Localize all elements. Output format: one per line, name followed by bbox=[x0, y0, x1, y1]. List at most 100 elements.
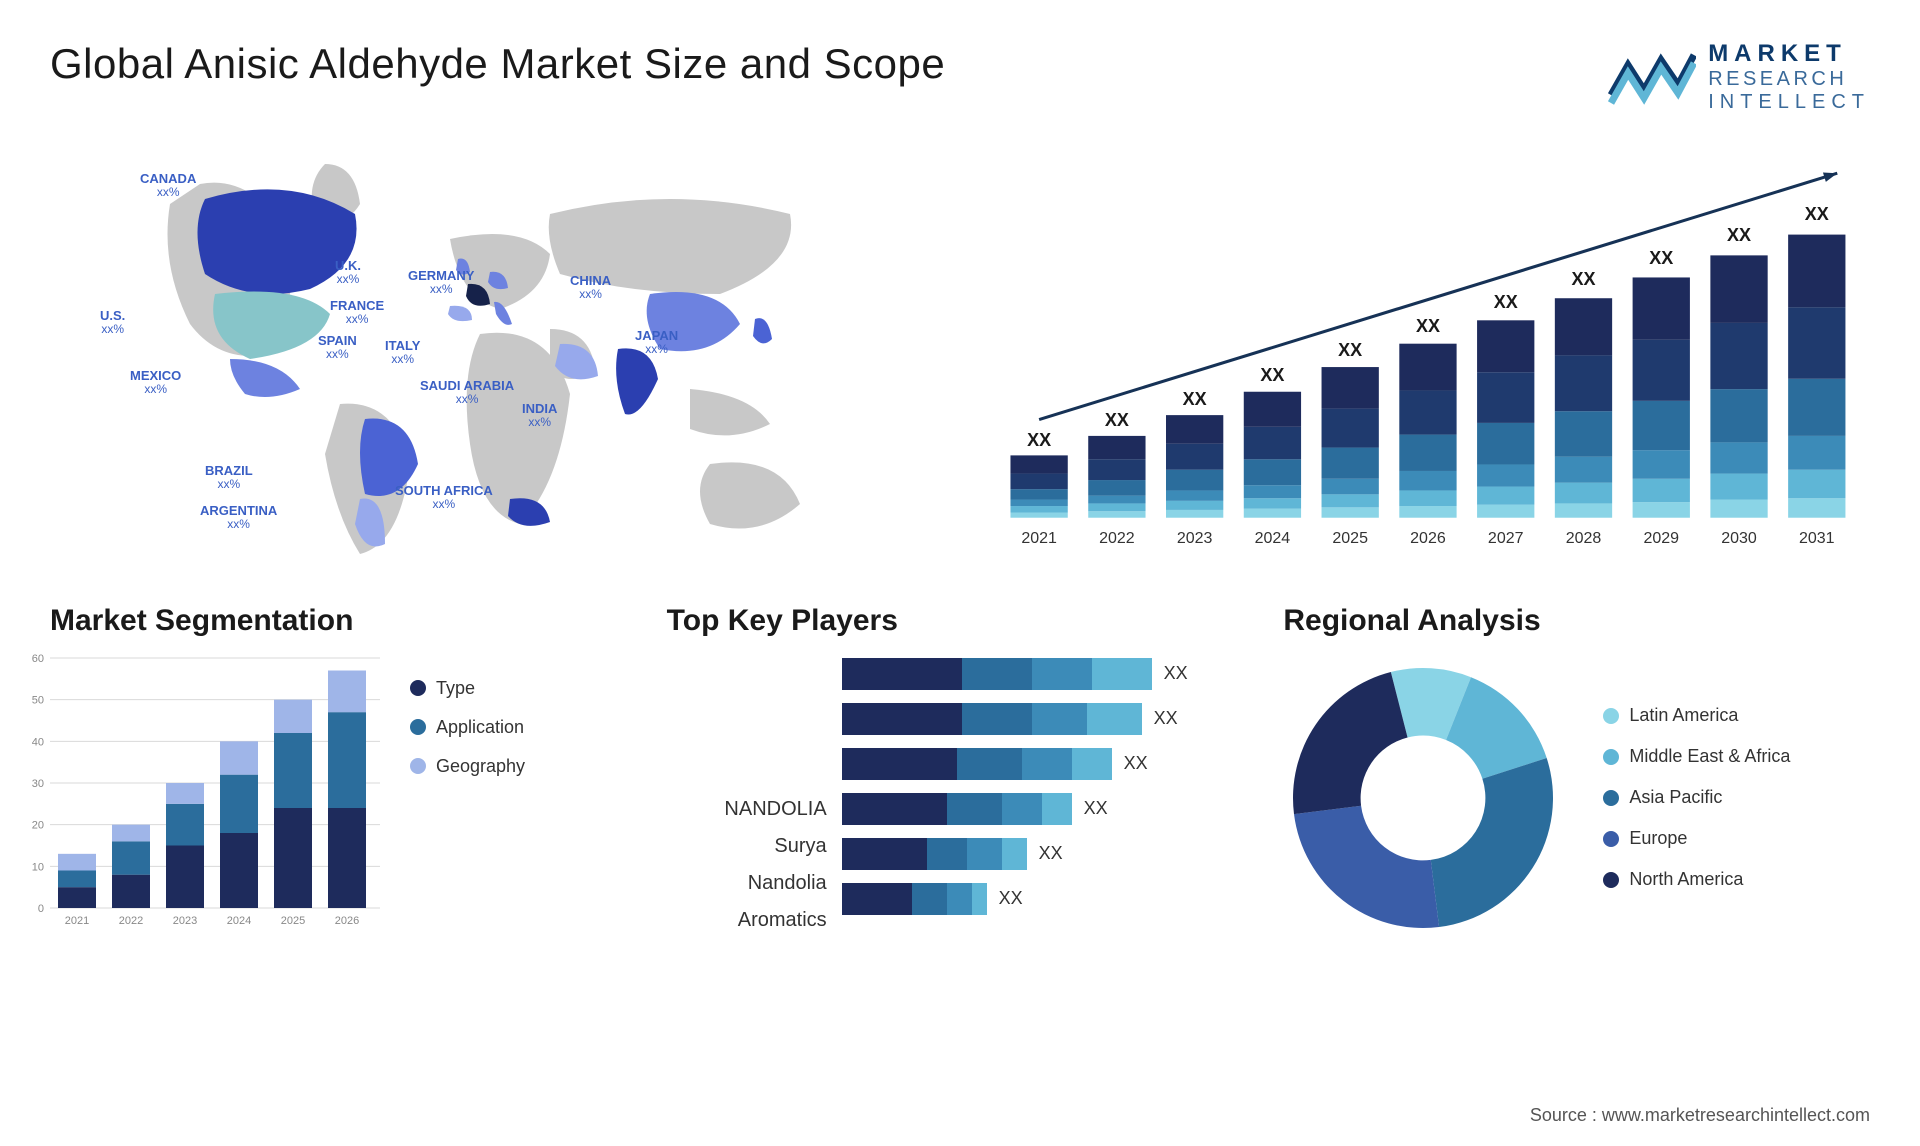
player-bar-row: XX bbox=[842, 658, 1188, 690]
player-bar-value: XX bbox=[1084, 798, 1108, 819]
legend-label: Type bbox=[436, 678, 475, 699]
page-title: Global Anisic Aldehyde Market Size and S… bbox=[50, 40, 945, 88]
forecast-bar-label: XX bbox=[1105, 410, 1129, 431]
legend-dot-icon bbox=[1603, 790, 1619, 806]
player-bar-row: XX bbox=[842, 793, 1108, 825]
forecast-bar-label: XX bbox=[1571, 269, 1595, 290]
player-bar-seg bbox=[1032, 703, 1087, 735]
player-bar-seg bbox=[842, 658, 962, 690]
forecast-year-label: 2029 bbox=[1643, 530, 1679, 548]
map-label-canada: CANADAxx% bbox=[140, 172, 196, 199]
map-label-germany: GERMANYxx% bbox=[408, 269, 474, 296]
forecast-year-label: 2030 bbox=[1721, 530, 1757, 548]
map-label-france: FRANCExx% bbox=[330, 299, 384, 326]
map-label-india: INDIAxx% bbox=[522, 402, 557, 429]
player-bar-seg bbox=[967, 838, 1002, 870]
player-bar-row: XX bbox=[842, 838, 1063, 870]
player-bar-seg bbox=[962, 658, 1032, 690]
player-bar-seg bbox=[1002, 838, 1027, 870]
player-bar-seg bbox=[1072, 748, 1112, 780]
player-name: Nandolia bbox=[748, 872, 827, 895]
player-bar-row: XX bbox=[842, 703, 1178, 735]
forecast-year-label: 2031 bbox=[1799, 530, 1835, 548]
forecast-bar-label: XX bbox=[1260, 365, 1284, 386]
world-map-panel: CANADAxx% U.S.xx% MEXICOxx% BRAZILxx% ARGENT… bbox=[50, 144, 930, 564]
legend-label: Geography bbox=[436, 756, 525, 777]
player-bar-seg bbox=[962, 703, 1032, 735]
svg-text:20: 20 bbox=[32, 819, 44, 831]
forecast-year-label: 2024 bbox=[1255, 530, 1291, 548]
player-bar-seg bbox=[972, 883, 987, 915]
player-bar-seg bbox=[1087, 703, 1142, 735]
forecast-bar-label: XX bbox=[1727, 225, 1751, 246]
regional-title: Regional Analysis bbox=[1283, 604, 1870, 638]
player-bar-seg bbox=[1022, 748, 1072, 780]
svg-text:10: 10 bbox=[32, 861, 44, 873]
map-label-argentina: ARGENTINAxx% bbox=[200, 504, 277, 531]
logo-line1: MARKET bbox=[1708, 40, 1870, 68]
legend-dot-icon bbox=[1603, 749, 1619, 765]
market-segmentation-panel: Market Segmentation 01020304050602021202… bbox=[50, 604, 637, 954]
segmentation-title: Market Segmentation bbox=[50, 604, 637, 638]
forecast-year-label: 2027 bbox=[1488, 530, 1524, 548]
svg-text:2025: 2025 bbox=[281, 915, 305, 927]
forecast-bar-label: XX bbox=[1183, 389, 1207, 410]
logo-line2: RESEARCH bbox=[1708, 68, 1870, 91]
player-bar-value: XX bbox=[1154, 708, 1178, 729]
forecast-bar-chart: XX2021XX2022XX2023XX2024XX2025XX2026XX20… bbox=[990, 144, 1870, 564]
legend-label: North America bbox=[1629, 869, 1743, 890]
legend-dot-icon bbox=[1603, 831, 1619, 847]
player-bar-seg bbox=[947, 793, 1002, 825]
player-bar-row: XX bbox=[842, 883, 1023, 915]
map-label-saudi-arabia: SAUDI ARABIAxx% bbox=[420, 379, 514, 406]
forecast-year-label: 2026 bbox=[1410, 530, 1446, 548]
player-name: Surya bbox=[774, 835, 826, 858]
player-bar-seg bbox=[842, 838, 927, 870]
svg-text:2026: 2026 bbox=[335, 915, 359, 927]
legend-dot-icon bbox=[410, 719, 426, 735]
player-bar-seg bbox=[1042, 793, 1072, 825]
forecast-year-label: 2022 bbox=[1099, 530, 1135, 548]
player-bar-seg bbox=[1032, 658, 1092, 690]
legend-label: Latin America bbox=[1629, 705, 1738, 726]
region-legend-item: Middle East & Africa bbox=[1603, 746, 1790, 767]
map-label-japan: JAPANxx% bbox=[635, 329, 678, 356]
player-bar-seg bbox=[842, 703, 962, 735]
player-name: NANDOLIA bbox=[724, 798, 826, 821]
brand-logo: MARKET RESEARCH INTELLECT bbox=[1606, 40, 1870, 114]
player-bar-row: XX bbox=[842, 748, 1148, 780]
map-label-brazil: BRAZILxx% bbox=[205, 464, 253, 491]
legend-dot-icon bbox=[1603, 872, 1619, 888]
forecast-year-label: 2023 bbox=[1177, 530, 1213, 548]
player-bar-seg bbox=[947, 883, 972, 915]
region-legend-item: North America bbox=[1603, 869, 1790, 890]
regional-analysis-panel: Regional Analysis Latin America Middle Ea… bbox=[1283, 604, 1870, 954]
map-label-u-s-: U.S.xx% bbox=[100, 309, 125, 336]
legend-label: Asia Pacific bbox=[1629, 787, 1722, 808]
player-bar-value: XX bbox=[1164, 663, 1188, 684]
region-legend-item: Latin America bbox=[1603, 705, 1790, 726]
player-bar-seg bbox=[957, 748, 1022, 780]
player-bar-seg bbox=[842, 793, 947, 825]
player-bar-value: XX bbox=[999, 888, 1023, 909]
players-title: Top Key Players bbox=[667, 604, 1254, 638]
map-label-mexico: MEXICOxx% bbox=[130, 369, 181, 396]
forecast-bar-label: XX bbox=[1805, 204, 1829, 225]
legend-label: Application bbox=[436, 717, 524, 738]
key-players-panel: Top Key Players NANDOLIASuryaNandoliaAro… bbox=[667, 604, 1254, 954]
map-label-spain: SPAINxx% bbox=[318, 334, 357, 361]
region-legend-item: Europe bbox=[1603, 828, 1790, 849]
forecast-bar-label: XX bbox=[1338, 340, 1362, 361]
player-bar-seg bbox=[927, 838, 967, 870]
legend-label: Middle East & Africa bbox=[1629, 746, 1790, 767]
svg-text:50: 50 bbox=[32, 694, 44, 706]
forecast-bar-label: XX bbox=[1027, 430, 1051, 451]
forecast-bar-label: XX bbox=[1649, 248, 1673, 269]
player-bar-seg bbox=[912, 883, 947, 915]
seg-legend-item: Application bbox=[410, 717, 525, 738]
svg-text:60: 60 bbox=[32, 653, 44, 665]
forecast-year-label: 2021 bbox=[1021, 530, 1057, 548]
logo-line3: INTELLECT bbox=[1708, 91, 1870, 114]
player-bar-value: XX bbox=[1124, 753, 1148, 774]
map-label-south-africa: SOUTH AFRICAxx% bbox=[395, 484, 493, 511]
